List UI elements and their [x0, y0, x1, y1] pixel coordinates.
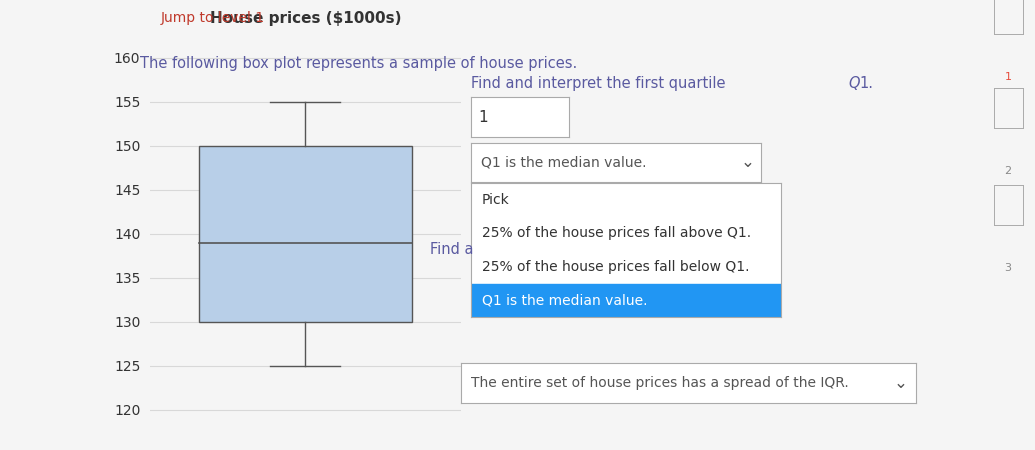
Text: Q1 is the median value.: Q1 is the median value. [482, 293, 647, 307]
Text: 1: 1 [1005, 72, 1011, 82]
Text: Find a: Find a [430, 242, 473, 257]
Text: ⌄: ⌄ [741, 153, 755, 171]
Bar [471, 284, 781, 317]
Text: Find and interpret the first quartile: Find and interpret the first quartile [471, 76, 730, 90]
Text: Q: Q [849, 76, 860, 90]
Text: Jump to level 1: Jump to level 1 [160, 11, 265, 25]
Text: ⌄: ⌄ [893, 374, 907, 392]
Text: The entire set of house prices has a spread of the IQR.: The entire set of house prices has a spr… [471, 376, 849, 390]
Text: 3: 3 [1005, 263, 1011, 273]
Text: 2: 2 [1005, 166, 1011, 176]
Text: Q1 is the median value.: Q1 is the median value. [481, 155, 647, 170]
Text: The following box plot represents a sample of house prices.: The following box plot represents a samp… [140, 56, 576, 71]
Text: 25% of the house prices fall below Q1.: 25% of the house prices fall below Q1. [482, 260, 749, 274]
Title: House prices ($1000s): House prices ($1000s) [209, 11, 402, 26]
Text: 1: 1 [479, 110, 489, 125]
Bar [199, 146, 412, 322]
Text: 1.: 1. [859, 76, 874, 90]
Text: Pick: Pick [482, 193, 509, 207]
Text: 25% of the house prices fall above Q1.: 25% of the house prices fall above Q1. [482, 226, 751, 240]
